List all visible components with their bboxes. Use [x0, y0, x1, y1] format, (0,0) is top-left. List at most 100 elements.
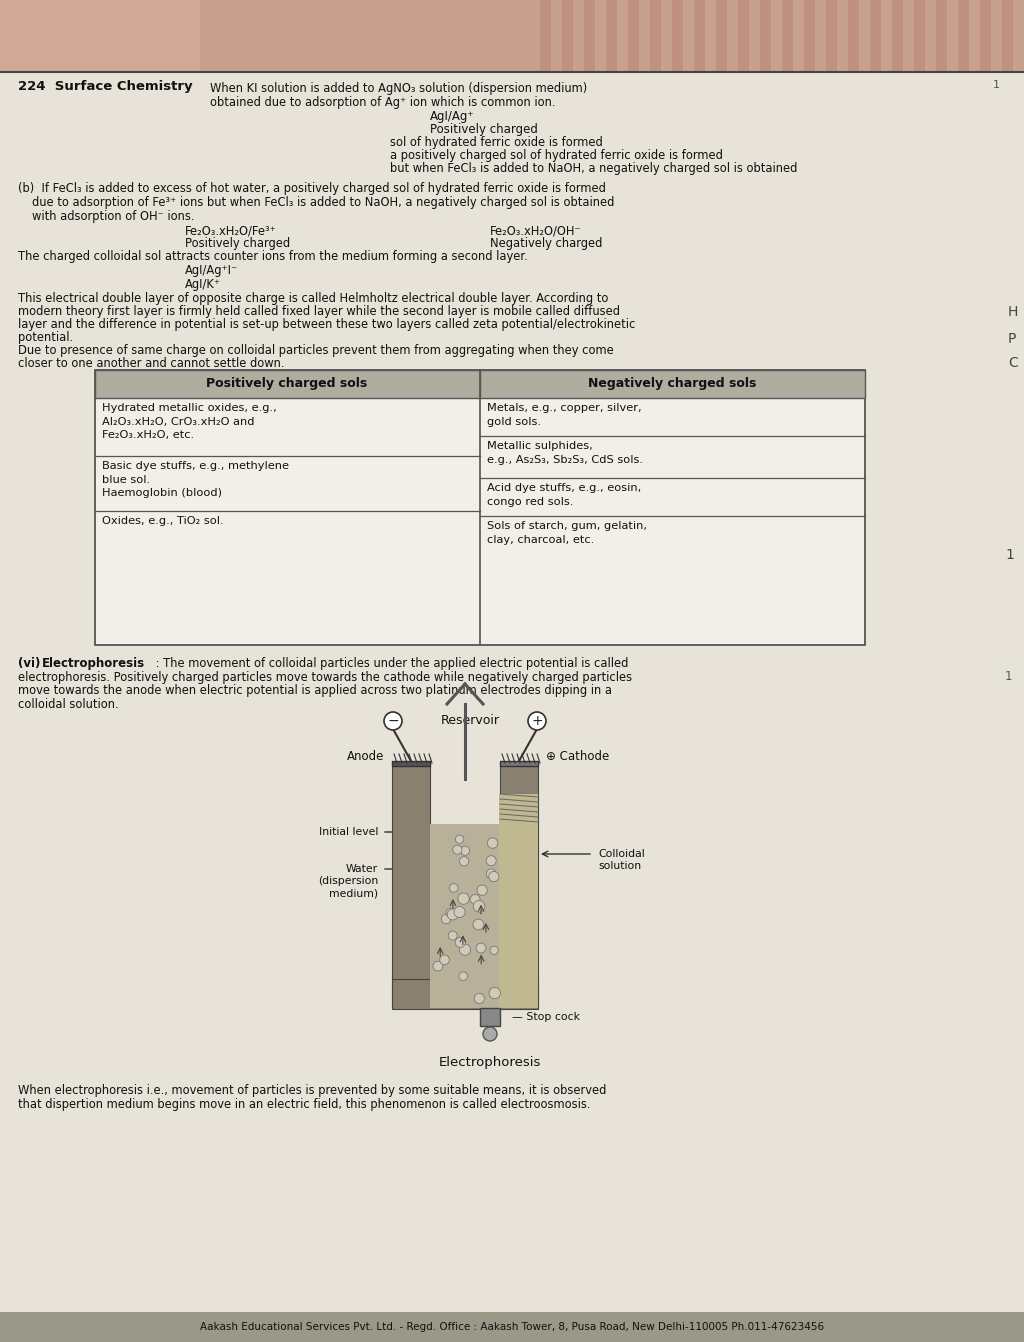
Text: Positively charged: Positively charged	[430, 123, 538, 136]
Text: layer and the difference in potential is set-up between these two layers called : layer and the difference in potential is…	[18, 318, 635, 331]
Bar	[392, 980, 538, 1009]
Text: P: P	[1008, 331, 1017, 346]
Bar	[738, 0, 749, 72]
Bar	[914, 0, 925, 72]
Text: : The movement of colloidal particles under the applied electric potential is ca: : The movement of colloidal particles un…	[152, 658, 629, 670]
Text: Aakash Educational Services Pvt. Ltd. - Regd. Office : Aakash Tower, 8, Pusa Roa: Aakash Educational Services Pvt. Ltd. - …	[200, 1322, 824, 1333]
Text: 1: 1	[993, 81, 1000, 90]
Text: Initial level: Initial level	[318, 827, 378, 837]
Circle shape	[461, 847, 470, 855]
Bar	[672, 0, 683, 72]
Text: Colloidal
solution: Colloidal solution	[598, 849, 645, 871]
Text: modern theory first layer is firmly held called fixed layer while the second lay: modern theory first layer is firmly held…	[18, 305, 620, 318]
Text: 1: 1	[1005, 548, 1014, 562]
Text: When electrophoresis i.e., movement of particles is prevented by some suitable m: When electrophoresis i.e., movement of p…	[18, 1084, 606, 1096]
Text: Negatively charged sols: Negatively charged sols	[588, 377, 756, 391]
Circle shape	[460, 945, 471, 956]
Circle shape	[473, 900, 484, 913]
Text: Fe₂O₃.xH₂O/Fe³⁺: Fe₂O₃.xH₂O/Fe³⁺	[185, 224, 276, 238]
Text: This electrical double layer of opposite charge is called Helmholtz electrical d: This electrical double layer of opposite…	[18, 293, 608, 305]
Circle shape	[486, 868, 496, 879]
Circle shape	[477, 884, 487, 895]
Circle shape	[458, 892, 469, 905]
Circle shape	[459, 972, 468, 981]
Text: C: C	[1008, 356, 1018, 370]
Text: AgI/K⁺: AgI/K⁺	[185, 278, 221, 291]
Text: 224  Surface Chemistry: 224 Surface Chemistry	[18, 81, 193, 93]
Circle shape	[449, 931, 458, 939]
Circle shape	[488, 871, 499, 882]
Circle shape	[456, 937, 465, 947]
Text: Due to presence of same charge on colloidal particles prevent them from aggregat: Due to presence of same charge on colloi…	[18, 344, 613, 357]
Bar	[650, 0, 662, 72]
Text: Hydrated metallic oxides, e.g.,
Al₂O₃.xH₂O, CrO₃.xH₂O and
Fe₂O₃.xH₂O, etc.: Hydrated metallic oxides, e.g., Al₂O₃.xH…	[102, 403, 276, 440]
Text: Positively charged sols: Positively charged sols	[207, 377, 368, 391]
Text: Positively charged: Positively charged	[185, 238, 290, 250]
Bar	[628, 0, 639, 72]
Circle shape	[446, 909, 456, 918]
Bar	[392, 761, 430, 766]
Circle shape	[528, 713, 546, 730]
Bar	[826, 0, 837, 72]
Text: electrophoresis. Positively charged particles move towards the cathode while neg: electrophoresis. Positively charged part…	[18, 671, 632, 683]
Text: H: H	[1008, 305, 1019, 319]
Circle shape	[453, 845, 462, 855]
Text: Fe₂O₃.xH₂O/OH⁻: Fe₂O₃.xH₂O/OH⁻	[490, 224, 582, 238]
Bar	[936, 0, 947, 72]
Text: Electrophoresis: Electrophoresis	[439, 1056, 542, 1070]
Text: Acid dye stuffs, e.g., eosin,
congo red sols.: Acid dye stuffs, e.g., eosin, congo red …	[487, 483, 641, 506]
Text: move towards the anode when electric potential is applied across two platinum el: move towards the anode when electric pot…	[18, 684, 612, 696]
Text: The charged colloidal sol attracts counter ions from the medium forming a second: The charged colloidal sol attracts count…	[18, 250, 527, 263]
Bar	[0, 0, 1024, 72]
Bar	[980, 0, 991, 72]
Text: Metallic sulphides,
e.g., As₂S₃, Sb₂S₃, CdS sols.: Metallic sulphides, e.g., As₂S₃, Sb₂S₃, …	[487, 442, 643, 464]
Text: with adsorption of OH⁻ ions.: with adsorption of OH⁻ ions.	[32, 209, 195, 223]
Text: (b)  If FeCl₃ is added to excess of hot water, a positively charged sol of hydra: (b) If FeCl₃ is added to excess of hot w…	[18, 183, 606, 195]
Circle shape	[460, 856, 469, 866]
Text: AgI/Ag⁺I⁻: AgI/Ag⁺I⁻	[185, 264, 239, 276]
Text: sol of hydrated ferric oxide is formed: sol of hydrated ferric oxide is formed	[390, 136, 603, 149]
Text: that dispertion medium begins move in an electric field, this phenomenon is call: that dispertion medium begins move in an…	[18, 1098, 591, 1111]
Text: Basic dye stuffs, e.g., methylene
blue sol.
Haemoglobin (blood): Basic dye stuffs, e.g., methylene blue s…	[102, 462, 289, 498]
Text: AgI/Ag⁺: AgI/Ag⁺	[430, 110, 474, 123]
Circle shape	[439, 956, 450, 965]
Text: — Stop cock: — Stop cock	[512, 1012, 580, 1023]
Bar	[1002, 0, 1013, 72]
Circle shape	[441, 914, 451, 923]
Bar	[480, 1008, 500, 1027]
Bar	[606, 0, 617, 72]
Bar	[392, 764, 430, 1004]
Text: −: −	[387, 714, 398, 727]
Text: Water
(dispersion
medium): Water (dispersion medium)	[317, 864, 378, 899]
Text: Reservoir: Reservoir	[440, 714, 500, 727]
Circle shape	[487, 837, 498, 848]
Circle shape	[486, 856, 497, 866]
Circle shape	[433, 961, 442, 972]
Bar	[848, 0, 859, 72]
Text: due to adsorption of Fe³⁺ ions but when FeCl₃ is added to NaOH, a negatively cha: due to adsorption of Fe³⁺ ions but when …	[32, 196, 614, 209]
Text: closer to one another and cannot settle down.: closer to one another and cannot settle …	[18, 357, 285, 370]
Text: potential.: potential.	[18, 331, 73, 344]
Circle shape	[483, 1027, 497, 1041]
Bar	[499, 794, 538, 1008]
Text: Sols of starch, gum, gelatin,
clay, charcoal, etc.: Sols of starch, gum, gelatin, clay, char…	[487, 521, 647, 545]
Text: a positively charged sol of hydrated ferric oxide is formed: a positively charged sol of hydrated fer…	[390, 149, 723, 162]
Bar	[716, 0, 727, 72]
Text: Anode: Anode	[347, 750, 384, 764]
Bar	[540, 0, 551, 72]
Bar	[95, 370, 480, 399]
Bar	[892, 0, 903, 72]
Circle shape	[473, 919, 483, 930]
Bar	[480, 370, 865, 399]
Bar	[694, 0, 705, 72]
Circle shape	[456, 835, 464, 843]
Circle shape	[476, 943, 486, 953]
Text: When KI solution is added to AgNO₃ solution (dispersion medium): When KI solution is added to AgNO₃ solut…	[210, 82, 587, 95]
Text: Negatively charged: Negatively charged	[490, 238, 602, 250]
Circle shape	[470, 895, 480, 905]
Text: ⊕ Cathode: ⊕ Cathode	[546, 750, 609, 764]
Text: Electrophoresis: Electrophoresis	[42, 658, 145, 670]
Text: 1: 1	[1005, 670, 1013, 683]
Text: (vi): (vi)	[18, 658, 44, 670]
Circle shape	[447, 909, 459, 921]
